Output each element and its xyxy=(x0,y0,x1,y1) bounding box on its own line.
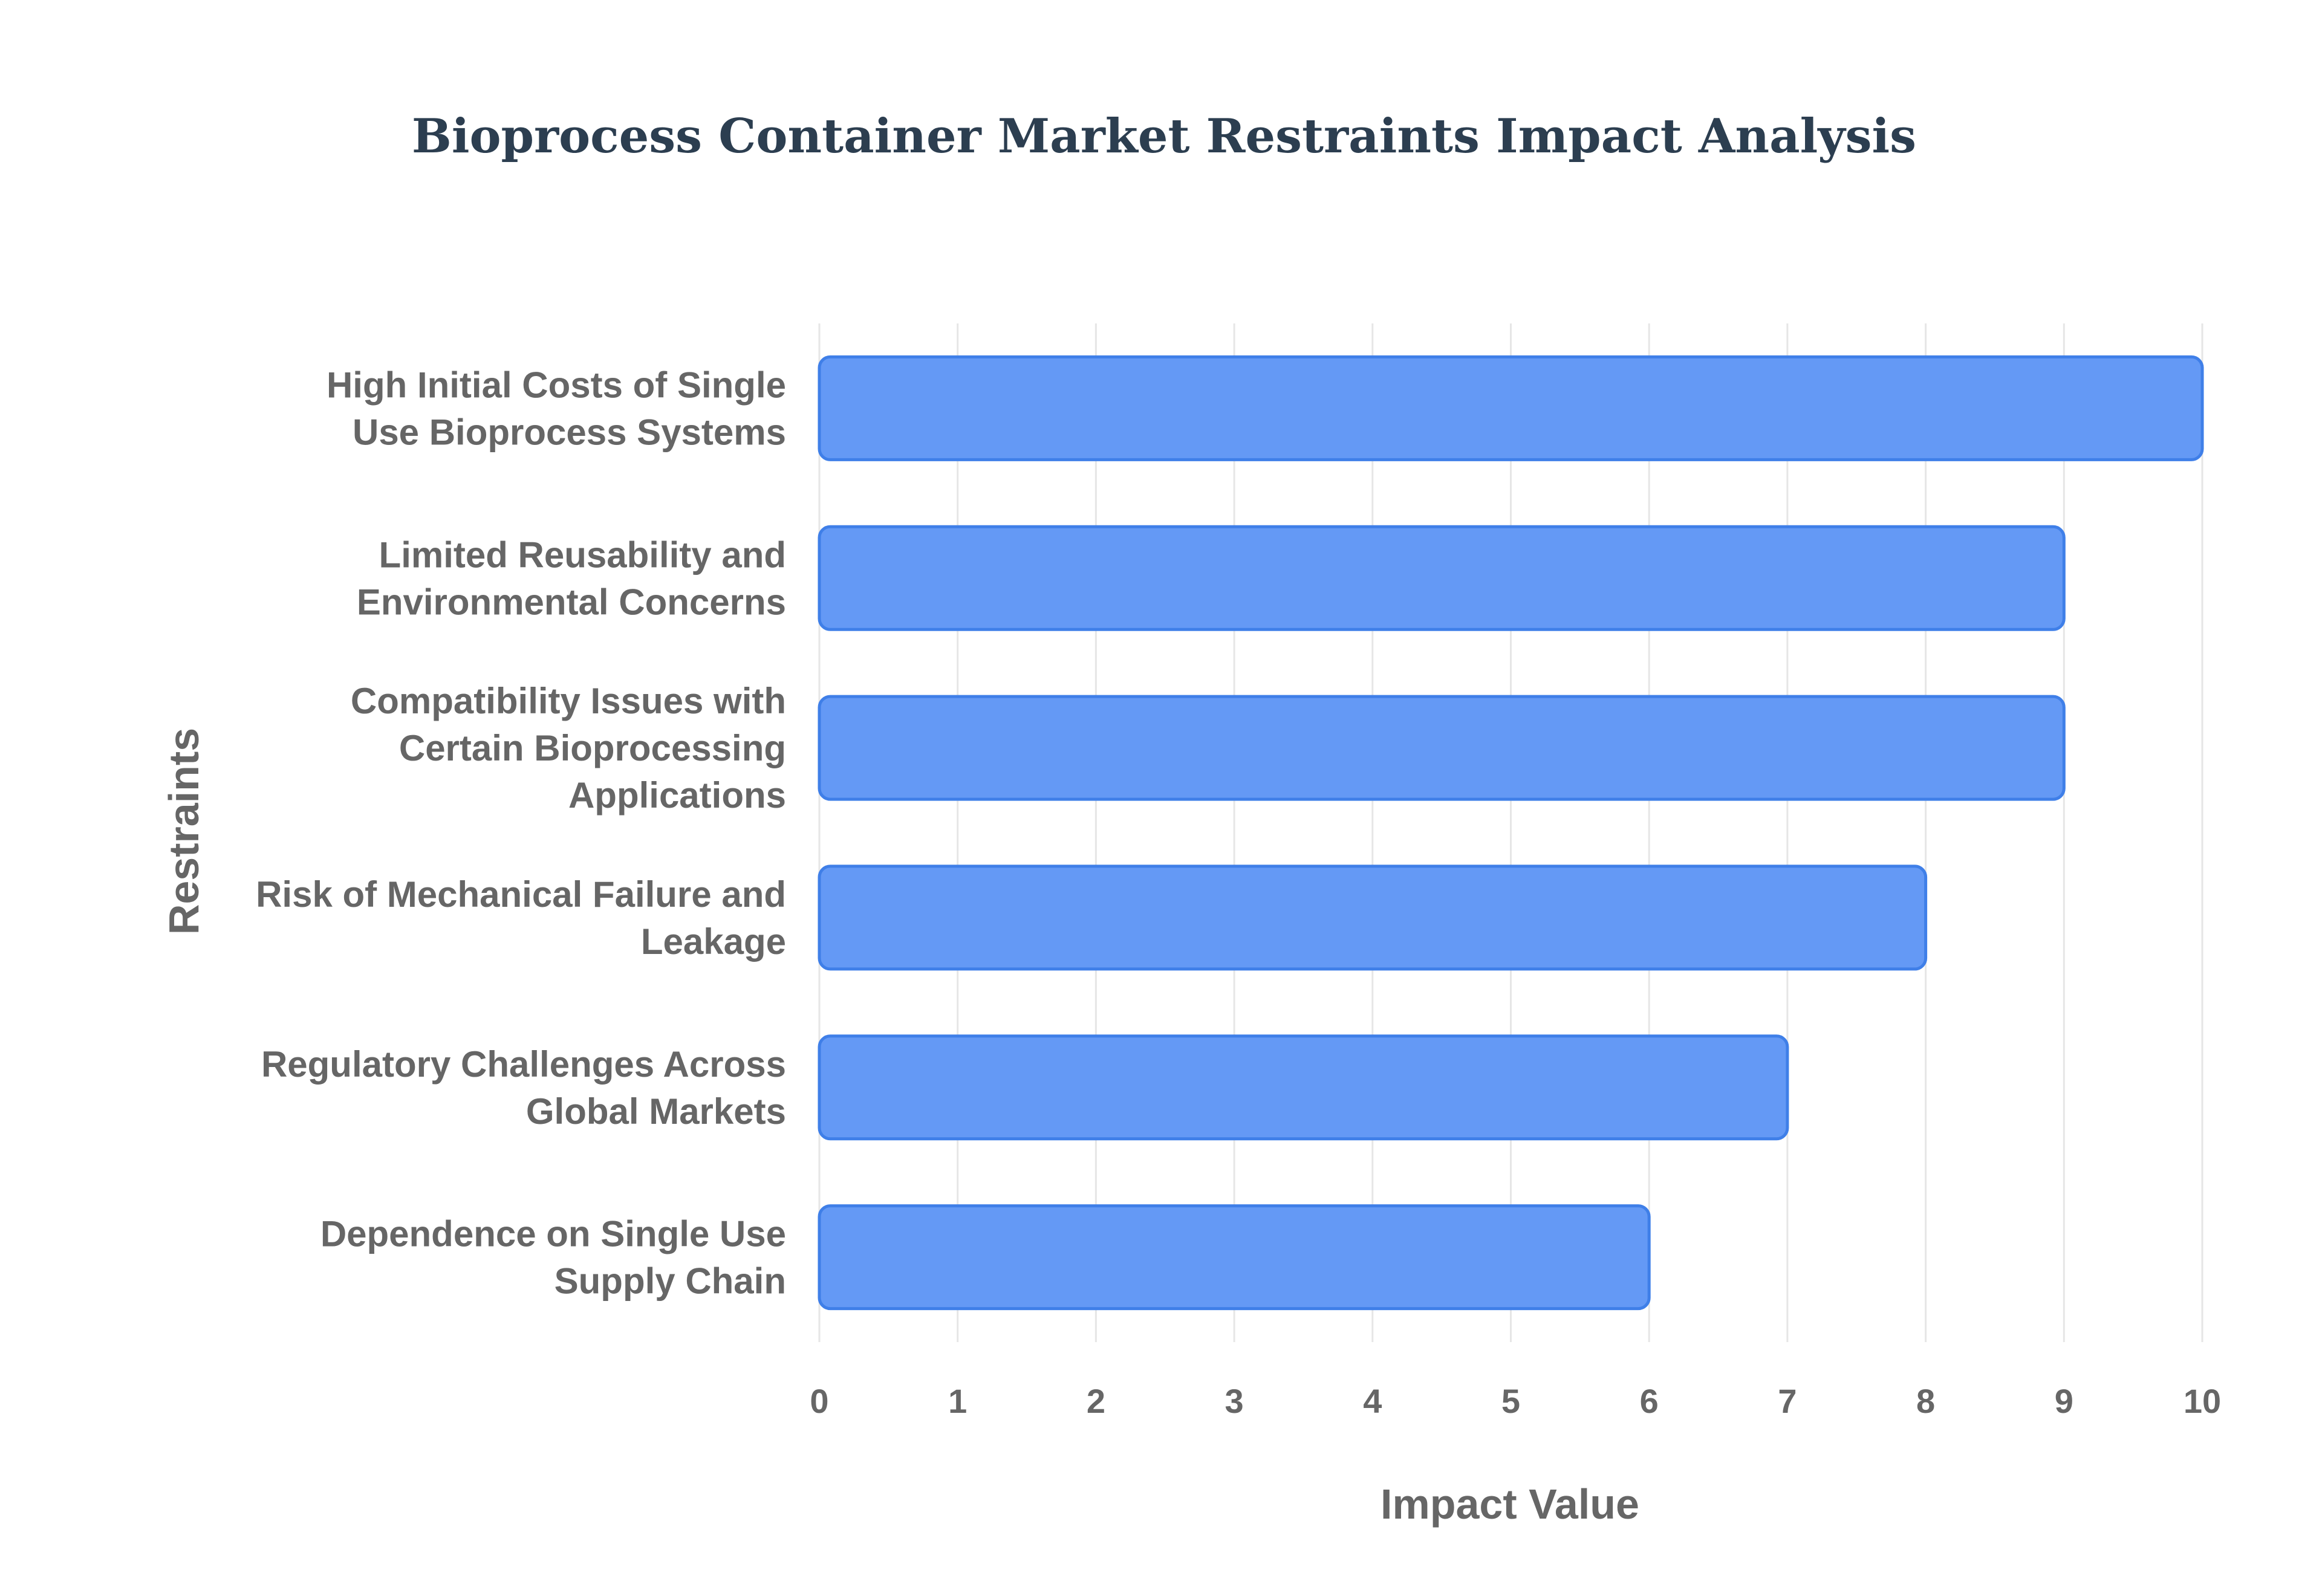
category-label: Dependence on Single Use Supply Chain xyxy=(320,1214,786,1302)
category-label: Regulatory Challenges Across Global Marke… xyxy=(261,1044,786,1132)
bars xyxy=(818,355,2204,1311)
x-tick-labels: 0 1 2 3 4 5 6 7 8 9 10 xyxy=(810,1382,2221,1420)
category-label: Limited Reusability and Environmental Con… xyxy=(357,534,786,622)
x-tick-label: 3 xyxy=(1225,1382,1244,1420)
category-labels: High Initial Costs of Single Use Bioproce… xyxy=(256,365,786,1301)
x-tick-label: 9 xyxy=(2055,1382,2073,1420)
bar-0[interactable] xyxy=(818,355,2204,461)
x-tick-label: 0 xyxy=(810,1382,828,1420)
x-tick-label: 1 xyxy=(948,1382,967,1420)
category-label-line: Applications xyxy=(568,775,786,816)
category-label-line: High Initial Costs of Single xyxy=(327,365,786,405)
y-axis-title: Restraints xyxy=(160,728,207,935)
category-label: Compatibility Issues with Certain Bioproc… xyxy=(351,681,786,816)
x-tick-label: 5 xyxy=(1501,1382,1520,1420)
category-label-line: Risk of Mechanical Failure and xyxy=(256,874,786,915)
category-label-line: Compatibility Issues with xyxy=(351,681,786,721)
bar-5[interactable] xyxy=(818,1204,1651,1311)
category-label-line: Use Bioprocess Systems xyxy=(353,412,786,452)
x-tick-label: 6 xyxy=(1640,1382,1659,1420)
x-tick-label: 7 xyxy=(1778,1382,1797,1420)
category-label: High Initial Costs of Single Use Bioproce… xyxy=(327,365,786,452)
bar-2[interactable] xyxy=(818,695,2066,801)
x-tick-label: 8 xyxy=(1916,1382,1935,1420)
x-tick-label: 10 xyxy=(2184,1382,2221,1420)
category-label: Risk of Mechanical Failure and Leakage xyxy=(256,874,786,962)
x-axis-title: Impact Value xyxy=(1381,1481,1639,1528)
category-label-line: Global Markets xyxy=(526,1091,786,1132)
bar-1[interactable] xyxy=(818,525,2066,631)
grid xyxy=(818,323,2203,1342)
x-tick-label: 4 xyxy=(1363,1382,1382,1420)
category-label-line: Leakage xyxy=(641,921,786,962)
category-label-line: Regulatory Challenges Across xyxy=(261,1044,786,1085)
category-label-line: Environmental Concerns xyxy=(357,582,786,622)
category-label-line: Certain Bioprocessing xyxy=(399,728,786,768)
x-tick-label: 2 xyxy=(1087,1382,1105,1420)
category-label-line: Dependence on Single Use xyxy=(320,1214,786,1254)
chart-title: Bioprocess Container Market Restraints I… xyxy=(412,109,1916,164)
category-label-line: Limited Reusability and xyxy=(379,534,786,575)
bar-3[interactable] xyxy=(818,864,1928,971)
bar-4[interactable] xyxy=(818,1034,1789,1141)
category-label-line: Supply Chain xyxy=(554,1261,786,1302)
